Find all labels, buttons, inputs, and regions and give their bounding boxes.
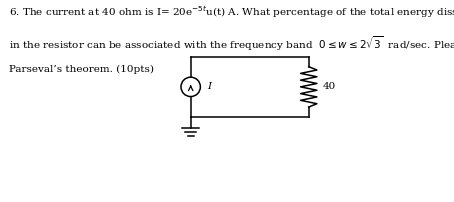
Text: 40: 40	[322, 82, 336, 91]
Text: I: I	[207, 82, 211, 91]
Text: in the resistor can be associated with the frequency band  $0 \leq w \leq 2\sqrt: in the resistor can be associated with t…	[9, 34, 454, 53]
Text: Parseval’s theorem. (10pts): Parseval’s theorem. (10pts)	[9, 65, 154, 74]
Text: 6. The current at 40 ohm is I= 20e$^{-5t}$u(t) A. What percentage of the total e: 6. The current at 40 ohm is I= 20e$^{-5t…	[9, 4, 454, 20]
